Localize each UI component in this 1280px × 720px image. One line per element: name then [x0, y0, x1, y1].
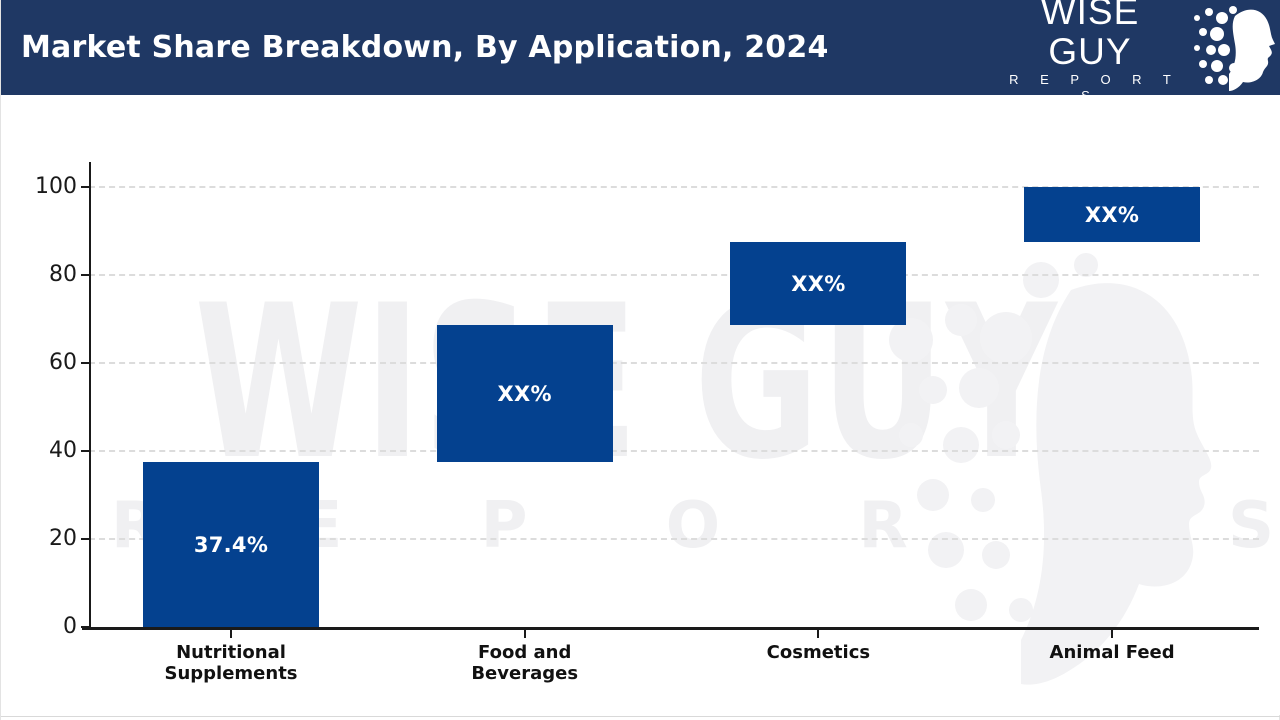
y-tick-label: 100: [35, 174, 77, 199]
y-tick-label: 0: [63, 614, 77, 639]
bar-segment-1: 37.4%: [143, 462, 319, 627]
x-tick-mark: [817, 630, 820, 638]
y-tick-mark: [81, 362, 89, 364]
dotted-head-icon: [1194, 6, 1275, 91]
watermark-head-icon: [889, 253, 1212, 685]
category-label: Nutritional Supplements: [164, 642, 298, 684]
bar-value-label: 37.4%: [193, 532, 269, 557]
bar-segment-4: XX%: [1024, 187, 1201, 243]
y-tick-label: 80: [49, 262, 77, 287]
gridline-y-100: [89, 186, 1259, 188]
category-label: Animal Feed: [1049, 642, 1175, 663]
category-label: Cosmetics: [766, 642, 871, 663]
y-tick-label: 60: [49, 350, 77, 375]
y-tick-mark: [81, 186, 89, 188]
bar-segment-3: XX%: [730, 242, 907, 326]
brand-logo: WISE GUY R E P O R T S: [995, 0, 1275, 103]
x-tick-mark: [230, 630, 232, 638]
x-tick-mark: [1111, 630, 1114, 638]
category-label: Food and Beverages: [471, 642, 579, 684]
gridline-y-60: [89, 362, 1259, 364]
logo-wordmark: WISE GUY R E P O R T S: [995, 0, 1185, 104]
logo-wordmark-line1: WISE GUY: [1040, 0, 1140, 72]
x-axis-line: [82, 627, 1259, 630]
bar-segment-2: XX%: [436, 325, 613, 463]
gridline-y-20: [89, 538, 1259, 540]
y-axis-line: [89, 162, 91, 627]
bar-value-label: XX%: [791, 271, 846, 296]
page-title: Market Share Breakdown, By Application, …: [21, 30, 829, 65]
header: Market Share Breakdown, By Application, …: [1, 0, 1280, 103]
bar-value-label: XX%: [497, 381, 552, 406]
y-tick-mark: [81, 274, 89, 276]
gridline-y-80: [89, 274, 1259, 276]
y-tick-label: 20: [49, 526, 77, 551]
y-tick-mark: [81, 450, 89, 452]
gridline-y-40: [89, 450, 1259, 452]
x-tick-mark: [523, 630, 526, 638]
bottom-divider: [1, 716, 1280, 717]
bar-value-label: XX%: [1084, 202, 1140, 227]
y-tick-mark: [81, 538, 89, 540]
plot-area: WISE GUY R E P O R T S 0 20 40 60 80 100 37.4…: [1, 95, 1280, 715]
y-tick-label: 40: [49, 438, 77, 463]
